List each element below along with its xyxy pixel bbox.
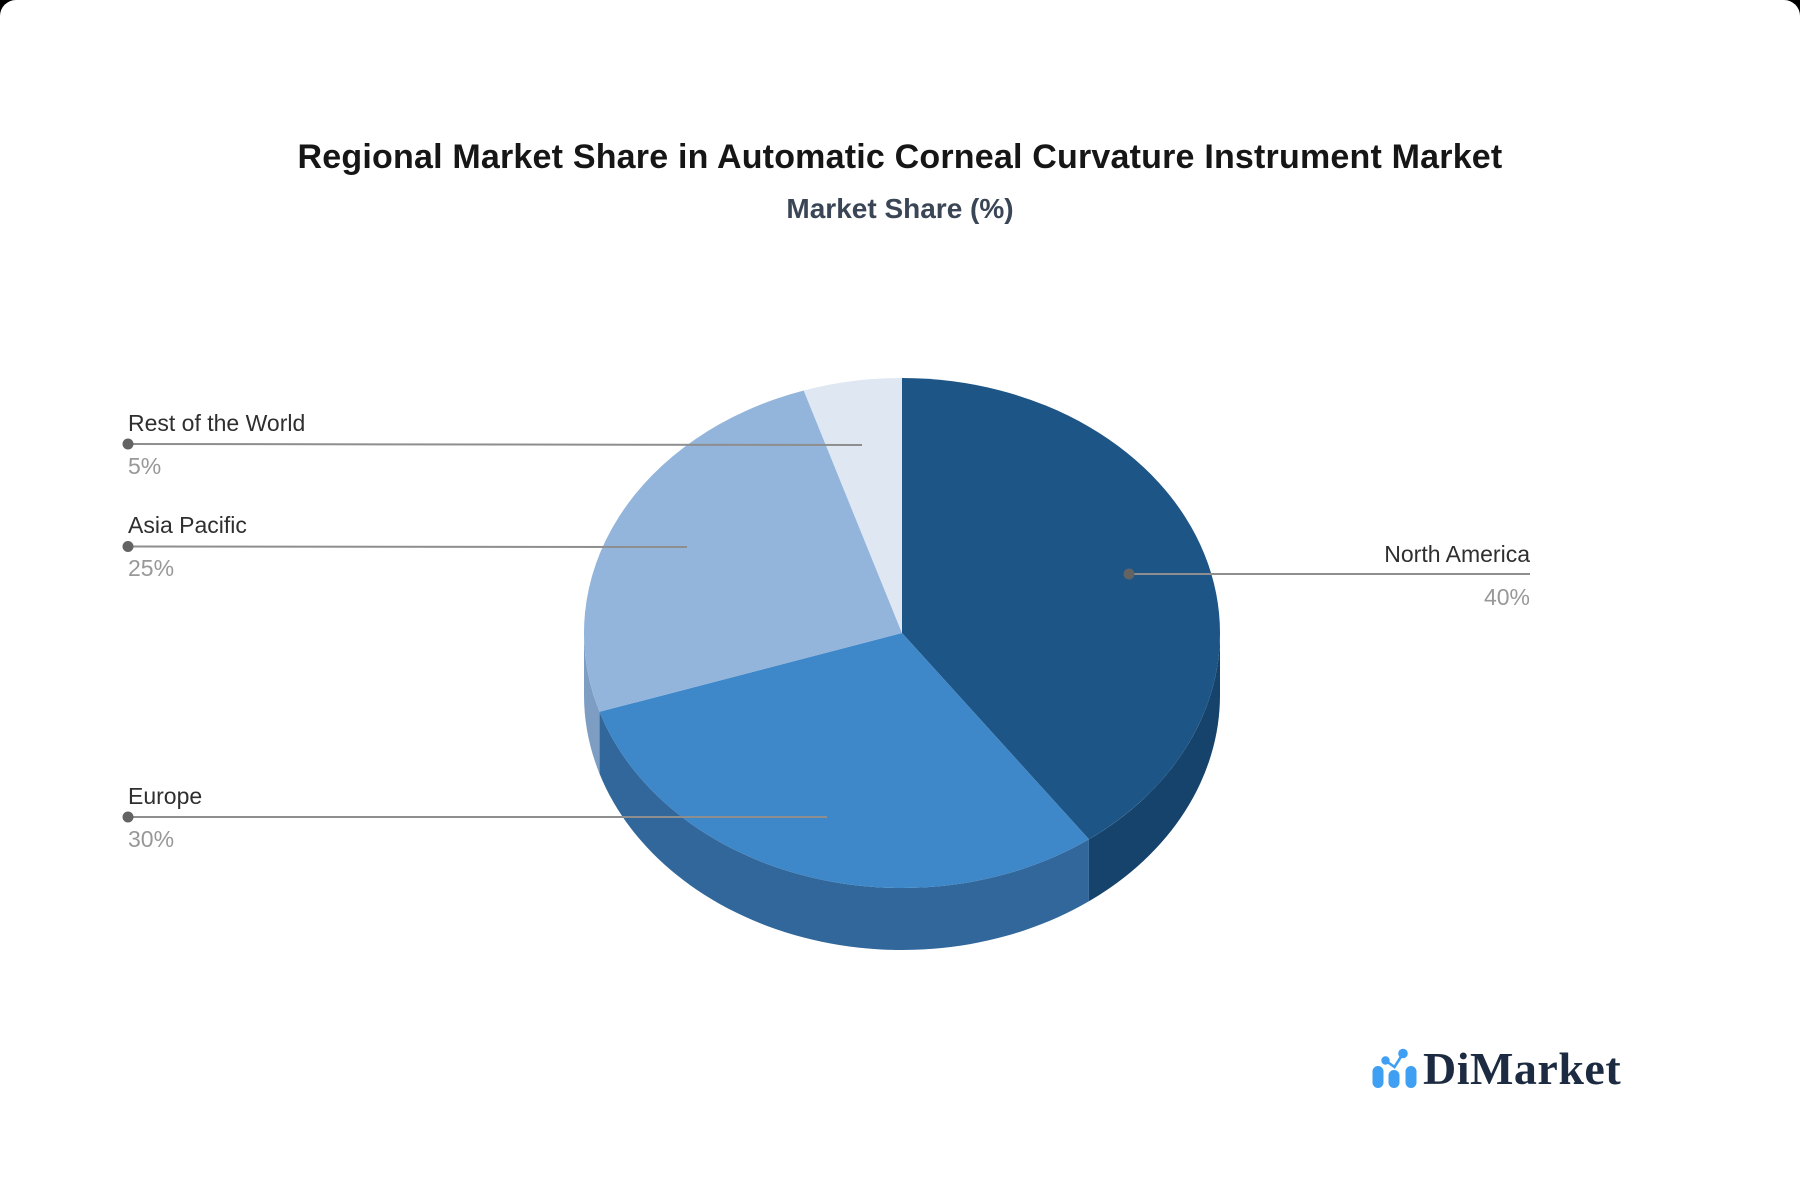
- logo-bar: [1388, 1070, 1400, 1088]
- chart-subtitle: Market Share (%): [786, 193, 1014, 224]
- callout-north-america: North America 40%: [1384, 543, 1530, 609]
- logo-bar: [1405, 1066, 1417, 1088]
- slice-value: 30%: [128, 826, 175, 852]
- pie-slice-europe: [599, 633, 1089, 888]
- logo-bar: [1372, 1066, 1384, 1088]
- logo-dot: [1398, 1048, 1408, 1059]
- slice-value: 25%: [128, 555, 175, 581]
- leader-dot-asia-pacific: [122, 541, 134, 552]
- leader-dot-europe: [122, 811, 134, 823]
- leader-line-asia-pacific: [127, 545, 688, 548]
- chart-title: Regional Market Share in Automatic Corne…: [297, 138, 1503, 176]
- bar-line-chart-icon: [1372, 1048, 1417, 1088]
- pie-slice-rest-of-the-world: [803, 378, 902, 633]
- pie-slice-side-asia-pacific: [584, 633, 600, 774]
- slice-value: 40%: [1483, 584, 1530, 610]
- pie-slice-side-north-america: [1088, 633, 1220, 902]
- leader-dot-rest-of-the-world: [122, 438, 134, 450]
- slice-label: Europe: [128, 783, 203, 809]
- slice-label: North America: [1384, 541, 1530, 567]
- slice-value: 5%: [128, 453, 162, 479]
- callout-europe: Europe 30%: [128, 785, 202, 851]
- pie-slice-north-america: [902, 378, 1220, 840]
- leader-dot-north-america: [1123, 568, 1135, 580]
- slice-label: Rest of the World: [128, 410, 306, 436]
- callout-rest-of-the-world: Rest of the World 5%: [128, 412, 305, 478]
- pie-slice-asia-pacific: [584, 390, 902, 712]
- logo-dot: [1381, 1056, 1390, 1065]
- brand-name: DiMarket: [1423, 1043, 1622, 1094]
- pie-slice-side-europe: [599, 711, 1089, 951]
- slice-label: Asia Pacific: [128, 512, 247, 538]
- leader-line-rest-of-the-world: [127, 443, 863, 446]
- brand-logo: DiMarket: [1372, 1046, 1621, 1092]
- callout-asia-pacific: Asia Pacific 25%: [128, 514, 247, 580]
